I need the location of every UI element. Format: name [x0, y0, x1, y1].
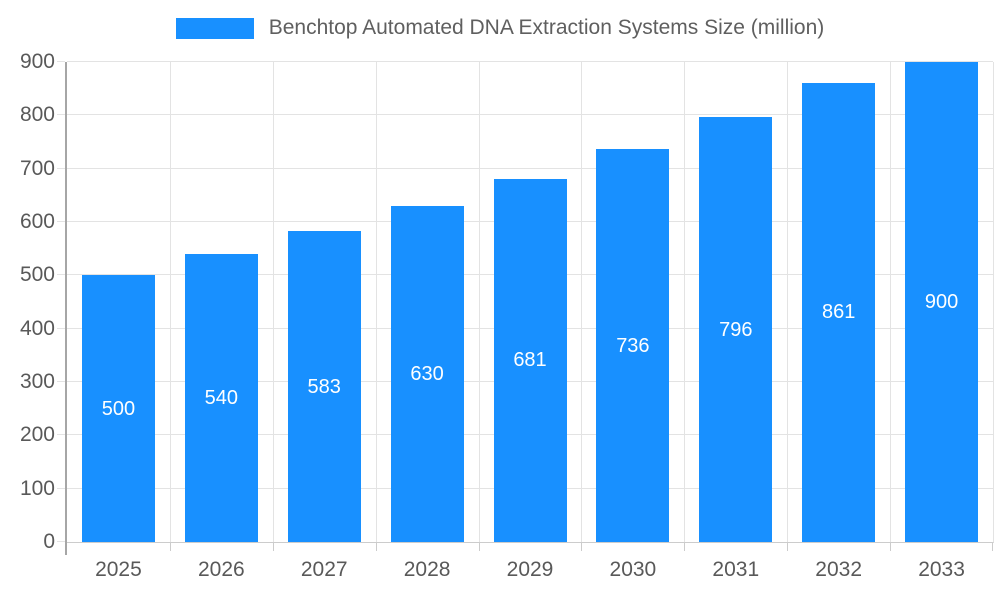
bar-value-label: 900: [924, 291, 959, 313]
bar-2033[interactable]: 900: [905, 62, 979, 542]
y-axis-tick-label: 0: [43, 530, 55, 553]
x-axis-tick-mark: [992, 542, 993, 551]
x-axis-tick-mark: [890, 542, 891, 551]
bar-value-label: 500: [101, 397, 136, 420]
bar-value-label: 583: [307, 375, 341, 398]
x-axis-tick-label: 2028: [403, 558, 451, 581]
legend-swatch: [175, 17, 254, 39]
y-axis-tick-mark: [57, 381, 65, 382]
gridline-horizontal: [67, 114, 993, 116]
bar-value-label: 796: [719, 318, 753, 341]
y-axis-tick-label: 200: [19, 423, 55, 447]
bar-value-label: 630: [410, 363, 444, 385]
y-axis-tick-mark: [57, 221, 65, 222]
bar-value-label: 736: [616, 334, 650, 357]
bar-2025[interactable]: 500: [81, 275, 155, 542]
x-axis-tick-mark: [684, 542, 685, 551]
gridline-vertical: [890, 62, 891, 542]
bar-2029[interactable]: 681: [493, 178, 567, 542]
x-axis-tick-label: 2031: [712, 558, 760, 581]
bar-2028[interactable]: 630: [390, 206, 464, 542]
y-axis-tick-label: 800: [19, 103, 55, 127]
legend-label: Benchtop Automated DNA Extraction System…: [268, 16, 825, 39]
x-axis-tick-mark: [273, 542, 274, 551]
gridline-vertical: [376, 62, 377, 542]
x-axis-tick-mark: [376, 542, 377, 551]
x-axis-tick-label: 2032: [815, 558, 863, 581]
y-axis-tick-mark: [57, 541, 65, 542]
x-axis-tick-label: 2026: [197, 558, 245, 581]
y-axis-tick-mark: [57, 327, 65, 329]
y-axis-tick-mark: [57, 114, 65, 116]
gridline-vertical: [170, 62, 171, 542]
y-axis-tick-mark: [57, 274, 65, 276]
y-axis-tick-label: 300: [19, 370, 55, 393]
x-axis-tick-mark: [581, 542, 582, 551]
x-axis-tick-mark: [170, 542, 171, 551]
x-axis-tick-label: 2030: [609, 558, 657, 581]
bar-2031[interactable]: 796: [699, 117, 773, 542]
x-axis-tick-label: 2027: [300, 558, 348, 581]
bar-value-label: 681: [513, 349, 547, 372]
x-axis-tick-mark: [787, 542, 788, 551]
y-axis-tick-label: 700: [19, 156, 55, 180]
bar-2030[interactable]: 736: [596, 149, 670, 542]
plot-area: 0 100 200 300 400 500 600 700 800 900 500 2025 540 20…: [20, 50, 994, 581]
gridline-vertical: [273, 62, 274, 542]
bar-2027[interactable]: 583: [287, 231, 361, 542]
x-axis-tick-label: 2029: [506, 558, 554, 581]
x-axis-tick-label: 2033: [918, 558, 965, 581]
gridline-horizontal: [67, 167, 993, 169]
x-axis-tick-mark: [479, 542, 480, 551]
y-axis-line-extension: [65, 542, 67, 555]
bar-value-label: 540: [204, 387, 239, 409]
y-axis-tick-label: 600: [19, 210, 55, 233]
y-axis-tick-mark: [57, 487, 65, 489]
y-axis-tick-mark: [57, 167, 65, 169]
bar-value-label: 861: [821, 301, 856, 324]
y-axis-tick-mark: [57, 61, 65, 62]
y-axis-tick-mark: [57, 434, 65, 436]
gridline-vertical: [479, 62, 480, 542]
y-axis-tick-label: 900: [19, 50, 55, 73]
y-axis-tick-label: 500: [19, 263, 55, 287]
x-axis-tick-label: 2025: [95, 558, 142, 581]
bar-2032[interactable]: 861: [802, 82, 876, 542]
gridline-vertical: [787, 62, 788, 542]
gridline-vertical: [581, 62, 582, 542]
legend-item[interactable]: Benchtop Automated DNA Extraction System…: [0, 16, 1000, 40]
y-axis-tick-label: 100: [19, 476, 55, 500]
bar-2026[interactable]: 540: [184, 254, 258, 542]
gridline-vertical: [684, 62, 685, 542]
gridline-horizontal: [67, 61, 993, 62]
y-axis-tick-label: 400: [19, 316, 55, 340]
